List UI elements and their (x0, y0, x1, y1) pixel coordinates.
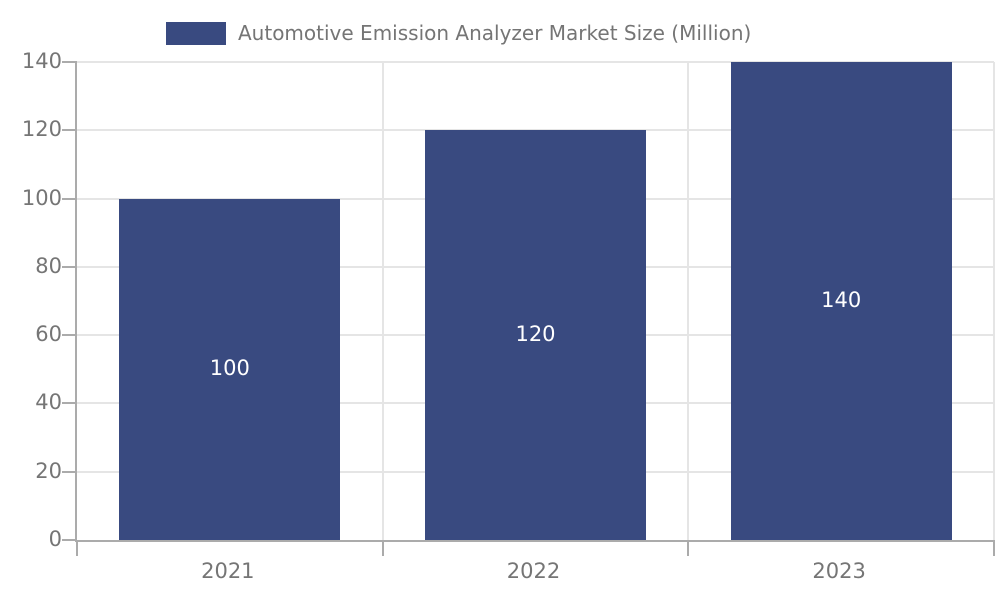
y-axis-tick (62, 129, 77, 132)
x-axis-tick (687, 540, 690, 556)
x-axis-tick (76, 540, 78, 556)
y-tick-label: 20 (35, 458, 62, 483)
bar (425, 130, 646, 540)
bar (119, 198, 341, 540)
y-axis-tick (62, 61, 77, 63)
gridline-x (381, 62, 384, 540)
y-axis-tick (62, 470, 77, 473)
y-tick-label: 120 (21, 117, 62, 142)
bar-value-label: 100 (209, 356, 250, 381)
y-tick-label: 80 (35, 253, 62, 278)
y-axis-tick (62, 539, 77, 541)
y-axis-tick (62, 265, 77, 268)
x-tick-label: 2022 (506, 559, 561, 583)
legend-label: Automotive Emission Analyzer Market Size… (238, 21, 752, 45)
gridline-y (77, 129, 994, 132)
y-tick-label: 60 (35, 322, 62, 347)
x-tick-label: 2021 (201, 559, 255, 583)
gridline-x (687, 62, 690, 540)
y-tick-label: 40 (35, 390, 62, 415)
bar-value-label: 120 (515, 322, 556, 347)
bar-value-label: 140 (821, 288, 862, 312)
x-axis-tick (381, 540, 384, 556)
legend-swatch (166, 21, 226, 45)
x-tick-label: 2023 (812, 559, 866, 583)
bar (730, 62, 952, 540)
y-axis-tick (62, 334, 77, 337)
y-axis-tick (62, 402, 77, 405)
y-tick-label: 0 (48, 527, 62, 551)
y-axis-tick (62, 197, 77, 200)
plot-area: 100 120 140 (62, 61, 995, 556)
gridline-y (77, 61, 994, 63)
y-tick-label: 140 (21, 49, 62, 73)
gridline-x (993, 62, 995, 540)
y-tick-label: 100 (21, 185, 62, 210)
x-axis-tick (993, 540, 995, 556)
legend: Automotive Emission Analyzer Market Size… (166, 21, 751, 45)
